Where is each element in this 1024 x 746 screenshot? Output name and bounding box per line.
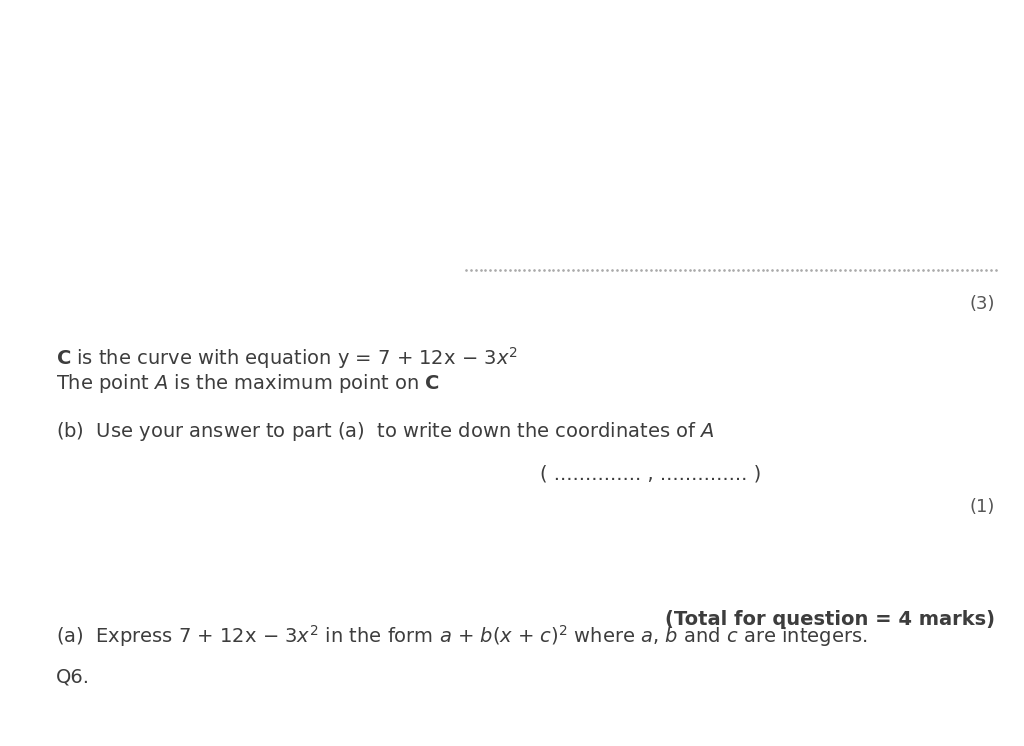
Text: (a)  Express 7 + 12x $-$ 3$x^2$ in the form $a$ + $b$($x$ + $c$)$^2$ where $a$, : (a) Express 7 + 12x $-$ 3$x^2$ in the fo… [56, 623, 867, 649]
Text: (1): (1) [970, 498, 995, 516]
Text: ( .............. , .............. ): ( .............. , .............. ) [540, 465, 761, 484]
Text: $\mathbf{C}$ is the curve with equation y = 7 + 12x $-$ 3$x^2$: $\mathbf{C}$ is the curve with equation … [56, 345, 518, 371]
Text: Q6.: Q6. [56, 668, 90, 686]
Text: The point $A$ is the maximum point on $\mathbf{C}$: The point $A$ is the maximum point on $\… [56, 372, 440, 395]
Text: (Total for question = 4 marks): (Total for question = 4 marks) [666, 610, 995, 629]
Text: (3): (3) [970, 295, 995, 313]
Text: (b)  Use your answer to part (a)  to write down the coordinates of $A$: (b) Use your answer to part (a) to write… [56, 420, 715, 443]
